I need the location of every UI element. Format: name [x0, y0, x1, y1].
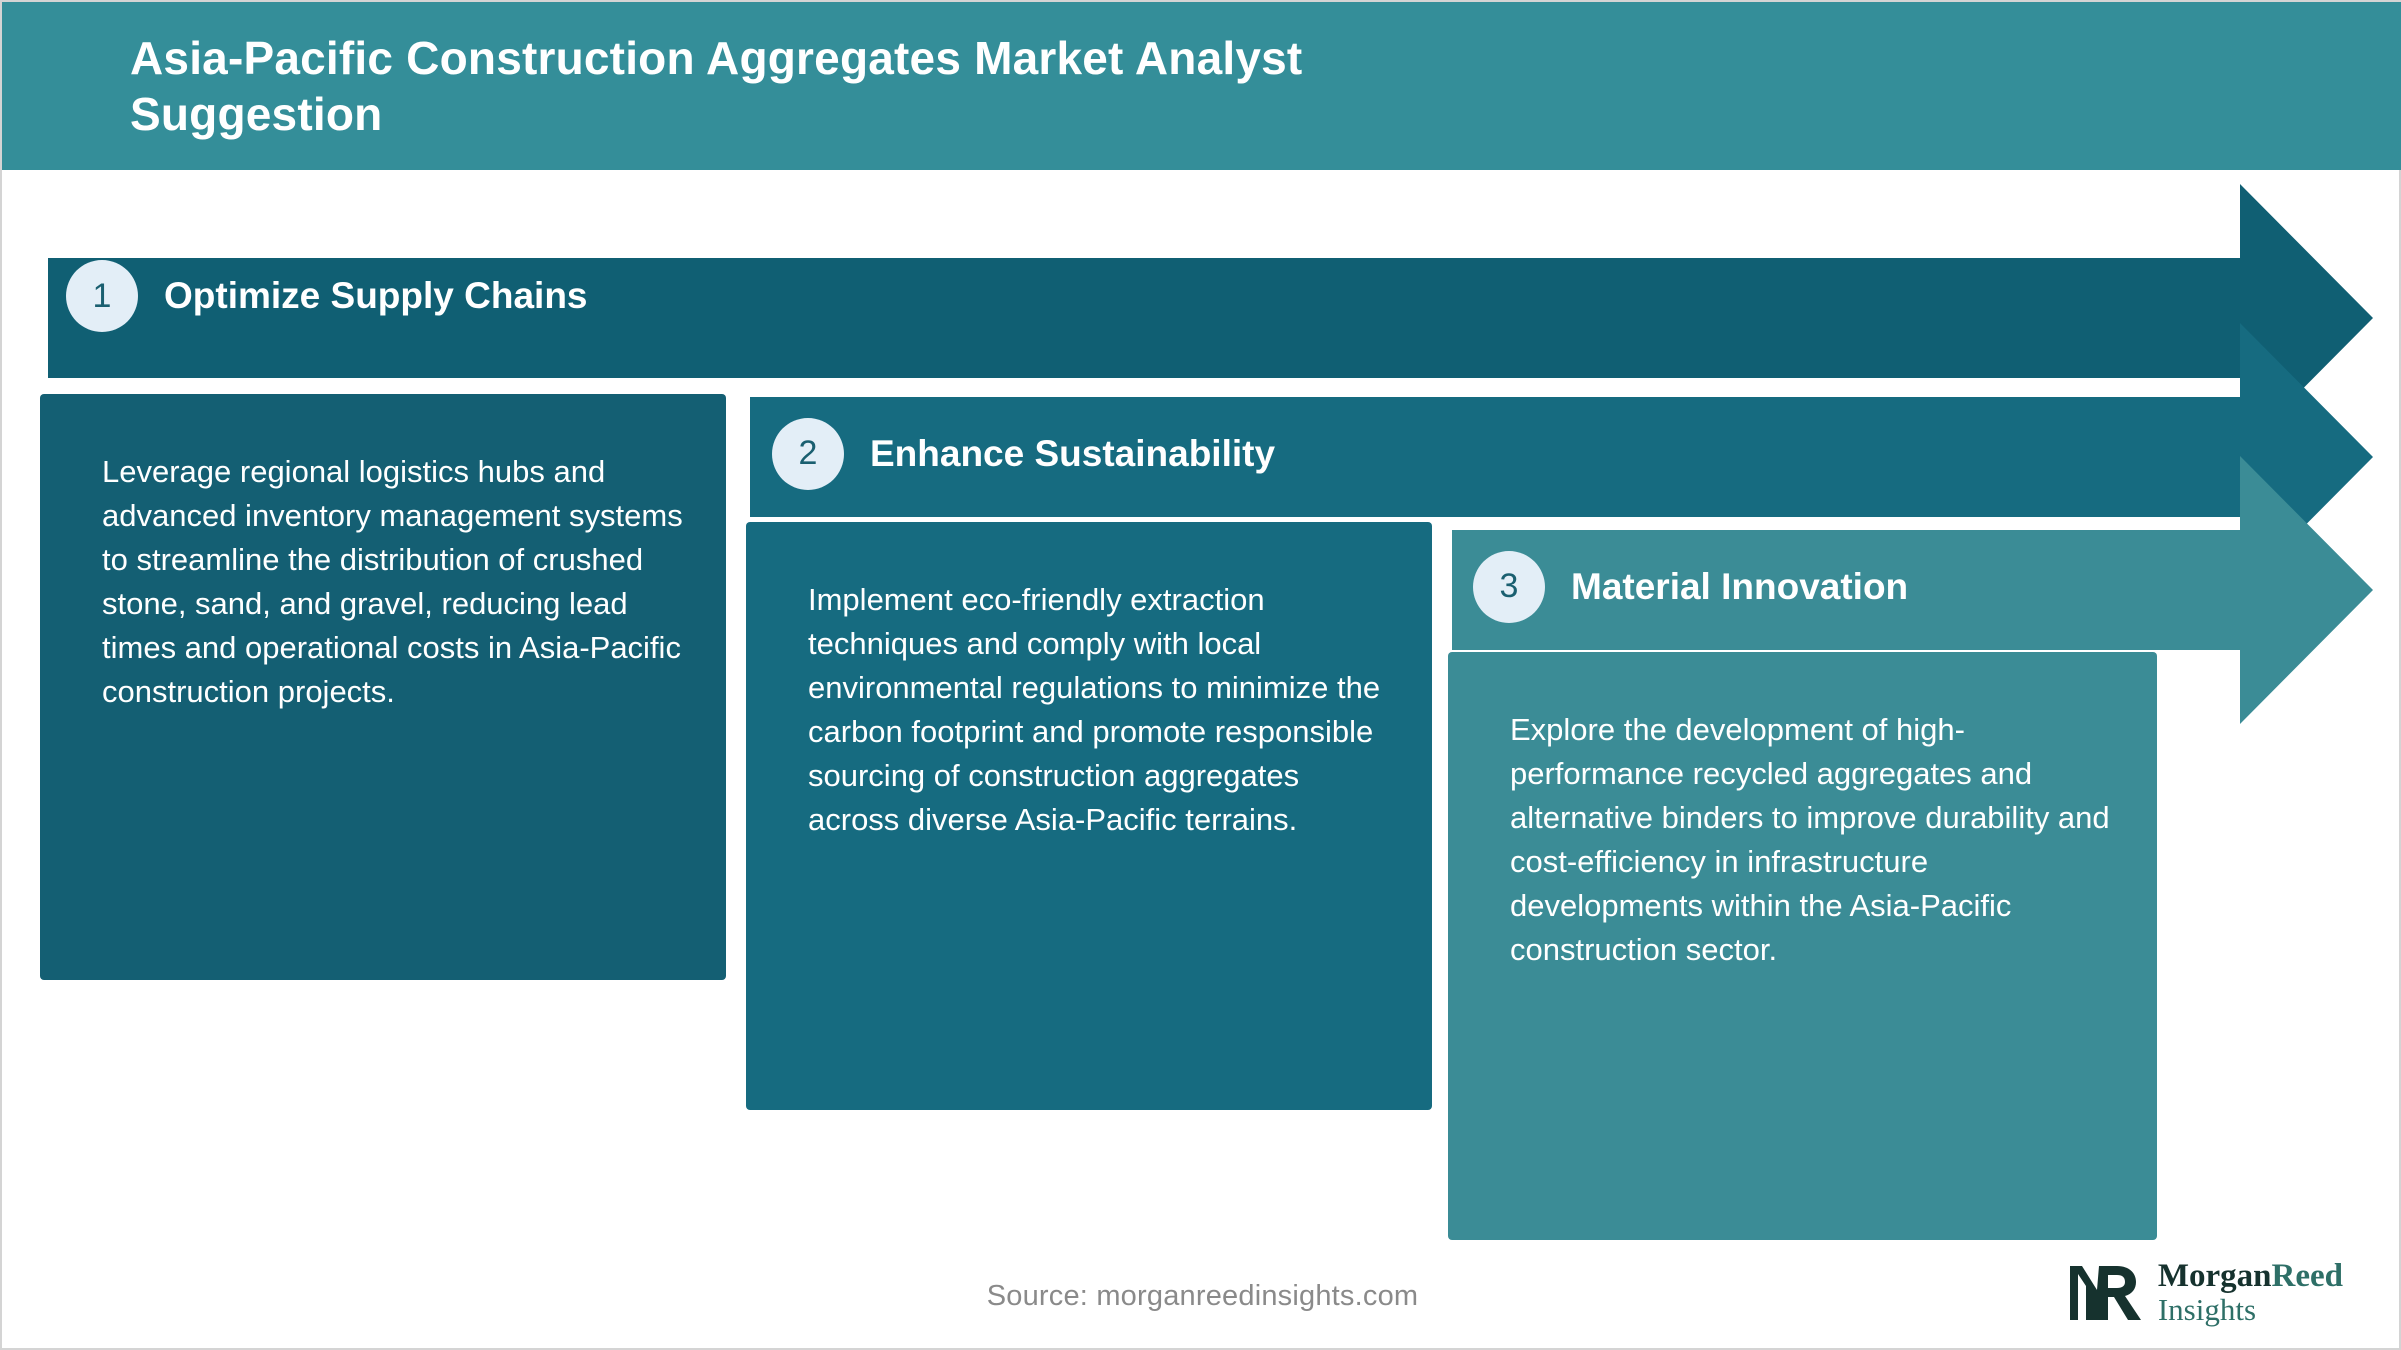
morgan-reed-insights-logo: MorganReed Insights: [2068, 1258, 2343, 1327]
step-number-badge-2: 2: [772, 417, 844, 490]
step-number-badge-1: 1: [66, 260, 138, 332]
logo-line-morgan-reed: MorganReed: [2157, 1258, 2343, 1294]
step-body-card-2: Implement eco-friendly extraction techni…: [746, 522, 1432, 1110]
logo-word-insights: Insights: [2157, 1291, 2257, 1327]
step-header-2[interactable]: 2 Enhance Sustainability: [746, 397, 2276, 510]
logo-word-morgan: Morgan: [2157, 1258, 2272, 1294]
logo-wordmark: MorganReed Insights: [2157, 1258, 2343, 1327]
page-title: Asia-Pacific Construction Aggregates Mar…: [130, 31, 1303, 140]
step-body-text-2: Implement eco-friendly extraction techni…: [808, 582, 1381, 838]
header-band: Asia-Pacific Construction Aggregates Mar…: [2, 2, 2401, 170]
step-header-3[interactable]: 3 Material Innovation: [1447, 530, 2287, 643]
logo-word-reed: Reed: [2271, 1258, 2343, 1294]
mr-monogram-icon: [2069, 1265, 2141, 1320]
source-attribution: Source: morganreedinsights.com: [986, 1280, 1419, 1312]
step-number-badge-3: 3: [1473, 550, 1545, 623]
step-body-text-3: Explore the development of high-performa…: [1510, 712, 2110, 968]
step-body-text-1: Leverage regional logistics hubs and adv…: [102, 454, 683, 710]
step-body-card-1: Leverage regional logistics hubs and adv…: [40, 394, 726, 980]
step-title-3: Material Innovation: [1571, 565, 1909, 607]
step-body-card-3: Explore the development of high-performa…: [1448, 652, 2157, 1240]
step-title-2: Enhance Sustainability: [870, 432, 1276, 474]
step-title-1: Optimize Supply Chains: [164, 275, 588, 316]
step-header-1[interactable]: 1 Optimize Supply Chains: [40, 258, 2270, 334]
